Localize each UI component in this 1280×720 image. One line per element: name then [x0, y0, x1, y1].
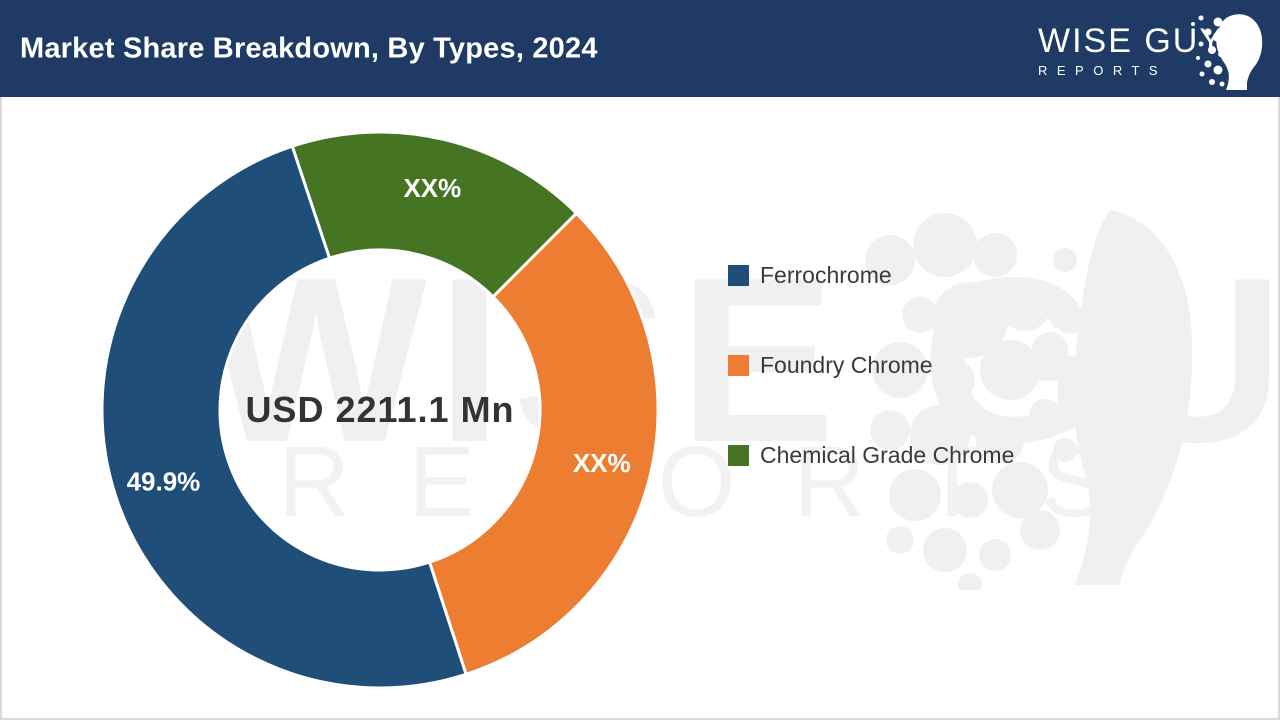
- legend-swatch-chemical-grade-chrome: [728, 444, 749, 466]
- slice-ferrochrome: [100, 144, 468, 690]
- slice-value-label: XX%: [403, 173, 461, 203]
- legend-label-ferrochrome: Ferrochrome: [760, 261, 892, 288]
- header-bar: Market Share Breakdown, By Types, 2024 W…: [0, 0, 1280, 97]
- chart-center-value: USD 2211.1 Mn: [245, 389, 515, 430]
- legend-swatch-ferrochrome: [728, 264, 749, 286]
- watermark-face-dots: [865, 210, 1193, 590]
- slice-value-label: 49.9%: [127, 466, 201, 496]
- legend-label-chemical-grade-chrome: Chemical Grade Chrome: [760, 441, 1015, 468]
- page-title: Market Share Breakdown, By Types, 2024: [20, 32, 598, 64]
- brand-logo-line1: WISE GUY: [1038, 22, 1225, 60]
- legend-swatch-foundry-chrome: [728, 354, 749, 376]
- legend-label-foundry-chrome: Foundry Chrome: [760, 351, 933, 378]
- brand-logo-line2: REPORTS: [1038, 63, 1168, 78]
- legend-item-foundry-chrome: Foundry Chrome: [728, 350, 933, 380]
- brand-logo: WISE GUY REPORTS: [1016, 8, 1266, 90]
- legend-item-ferrochrome: Ferrochrome: [728, 260, 892, 290]
- donut-chart: XX% XX% 49.9%: [100, 130, 660, 690]
- slice-foundry-chrome: [427, 211, 660, 677]
- brand-face-icon: [1191, 14, 1263, 90]
- legend-item-chemical-grade-chrome: Chemical Grade Chrome: [728, 440, 1014, 470]
- slice-value-label: XX%: [573, 448, 631, 478]
- slice-chemical-grade-chrome: [290, 130, 579, 299]
